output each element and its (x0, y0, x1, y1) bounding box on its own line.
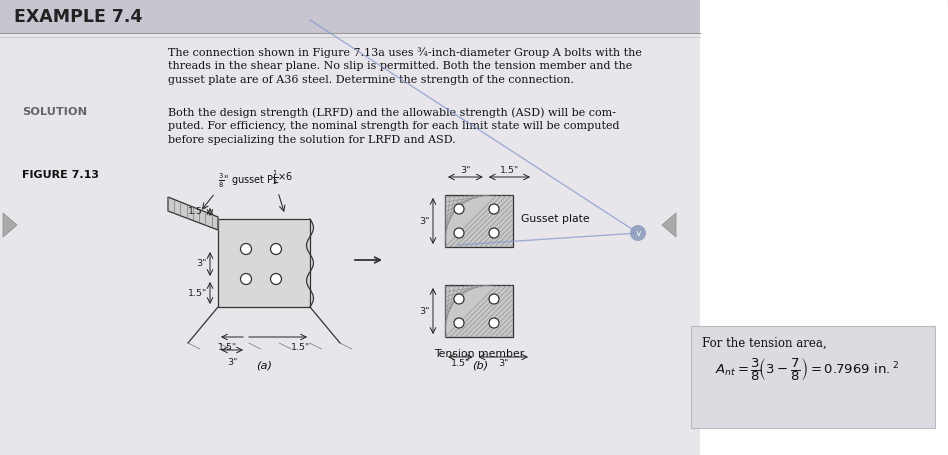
Polygon shape (700, 0, 948, 455)
Text: 1.5": 1.5" (450, 359, 470, 368)
Bar (445, 285, 513, 337)
Text: $\frac{1}{2}$$\times$6: $\frac{1}{2}$$\times$6 (272, 169, 293, 187)
Text: 3": 3" (420, 307, 430, 315)
Text: 3": 3" (460, 166, 470, 175)
Text: 1.5": 1.5" (500, 166, 519, 175)
Circle shape (241, 273, 251, 284)
Polygon shape (168, 197, 218, 230)
Text: 3": 3" (420, 217, 430, 226)
Text: 3": 3" (498, 359, 508, 368)
Text: $A_{nt} = \dfrac{3}{8}\!\left(3 - \dfrac{7}{8}\right) = 0.7969\ \mathrm{in.}^{2}: $A_{nt} = \dfrac{3}{8}\!\left(3 - \dfrac… (715, 357, 900, 384)
Bar (0, 33, 700, 455)
Circle shape (489, 228, 499, 238)
Text: Gusset plate: Gusset plate (521, 214, 590, 224)
Circle shape (489, 204, 499, 214)
Text: threads in the shear plane. No slip is permitted. Both the tension member and th: threads in the shear plane. No slip is p… (168, 61, 632, 71)
Text: 1.5": 1.5" (218, 343, 237, 352)
Circle shape (454, 318, 464, 328)
Bar (218, 219, 310, 307)
Text: (a): (a) (256, 360, 272, 370)
Circle shape (454, 228, 464, 238)
Circle shape (489, 318, 499, 328)
Text: The connection shown in Figure 7.13a uses ¾-inch-diameter Group A bolts with the: The connection shown in Figure 7.13a use… (168, 47, 642, 58)
Bar (445, 195, 513, 247)
Text: Both the design strength (LRFD) and the allowable strength (ASD) will be com-: Both the design strength (LRFD) and the … (168, 107, 616, 117)
Bar (0, 0, 700, 33)
Text: 1.5": 1.5" (188, 288, 207, 298)
Text: 3": 3" (196, 259, 207, 268)
Text: gusset plate are of A36 steel. Determine the strength of the connection.: gusset plate are of A36 steel. Determine… (168, 75, 574, 85)
Text: Tension member: Tension member (434, 349, 524, 359)
Text: For the tension area,: For the tension area, (702, 337, 827, 350)
Text: $\frac{3}{8}$" gusset PL: $\frac{3}{8}$" gusset PL (218, 172, 280, 190)
Polygon shape (3, 213, 17, 237)
Circle shape (630, 225, 646, 241)
Polygon shape (630, 0, 948, 455)
Circle shape (454, 204, 464, 214)
Text: (b): (b) (472, 360, 488, 370)
FancyBboxPatch shape (691, 326, 935, 428)
Text: v: v (635, 228, 641, 238)
Text: SOLUTION: SOLUTION (22, 107, 87, 117)
Circle shape (270, 243, 282, 254)
Text: 3": 3" (227, 358, 237, 367)
Text: before specializing the solution for LRFD and ASD.: before specializing the solution for LRF… (168, 135, 456, 145)
Text: EXAMPLE 7.4: EXAMPLE 7.4 (14, 8, 142, 26)
Text: puted. For efficiency, the nominal strength for each limit state will be compute: puted. For efficiency, the nominal stren… (168, 121, 619, 131)
Circle shape (241, 243, 251, 254)
Text: 1.5": 1.5" (291, 343, 310, 352)
Circle shape (270, 273, 282, 284)
Text: FIGURE 7.13: FIGURE 7.13 (22, 170, 99, 180)
Circle shape (489, 294, 499, 304)
Circle shape (454, 294, 464, 304)
Text: 1.5": 1.5" (188, 207, 207, 217)
Polygon shape (662, 213, 676, 237)
